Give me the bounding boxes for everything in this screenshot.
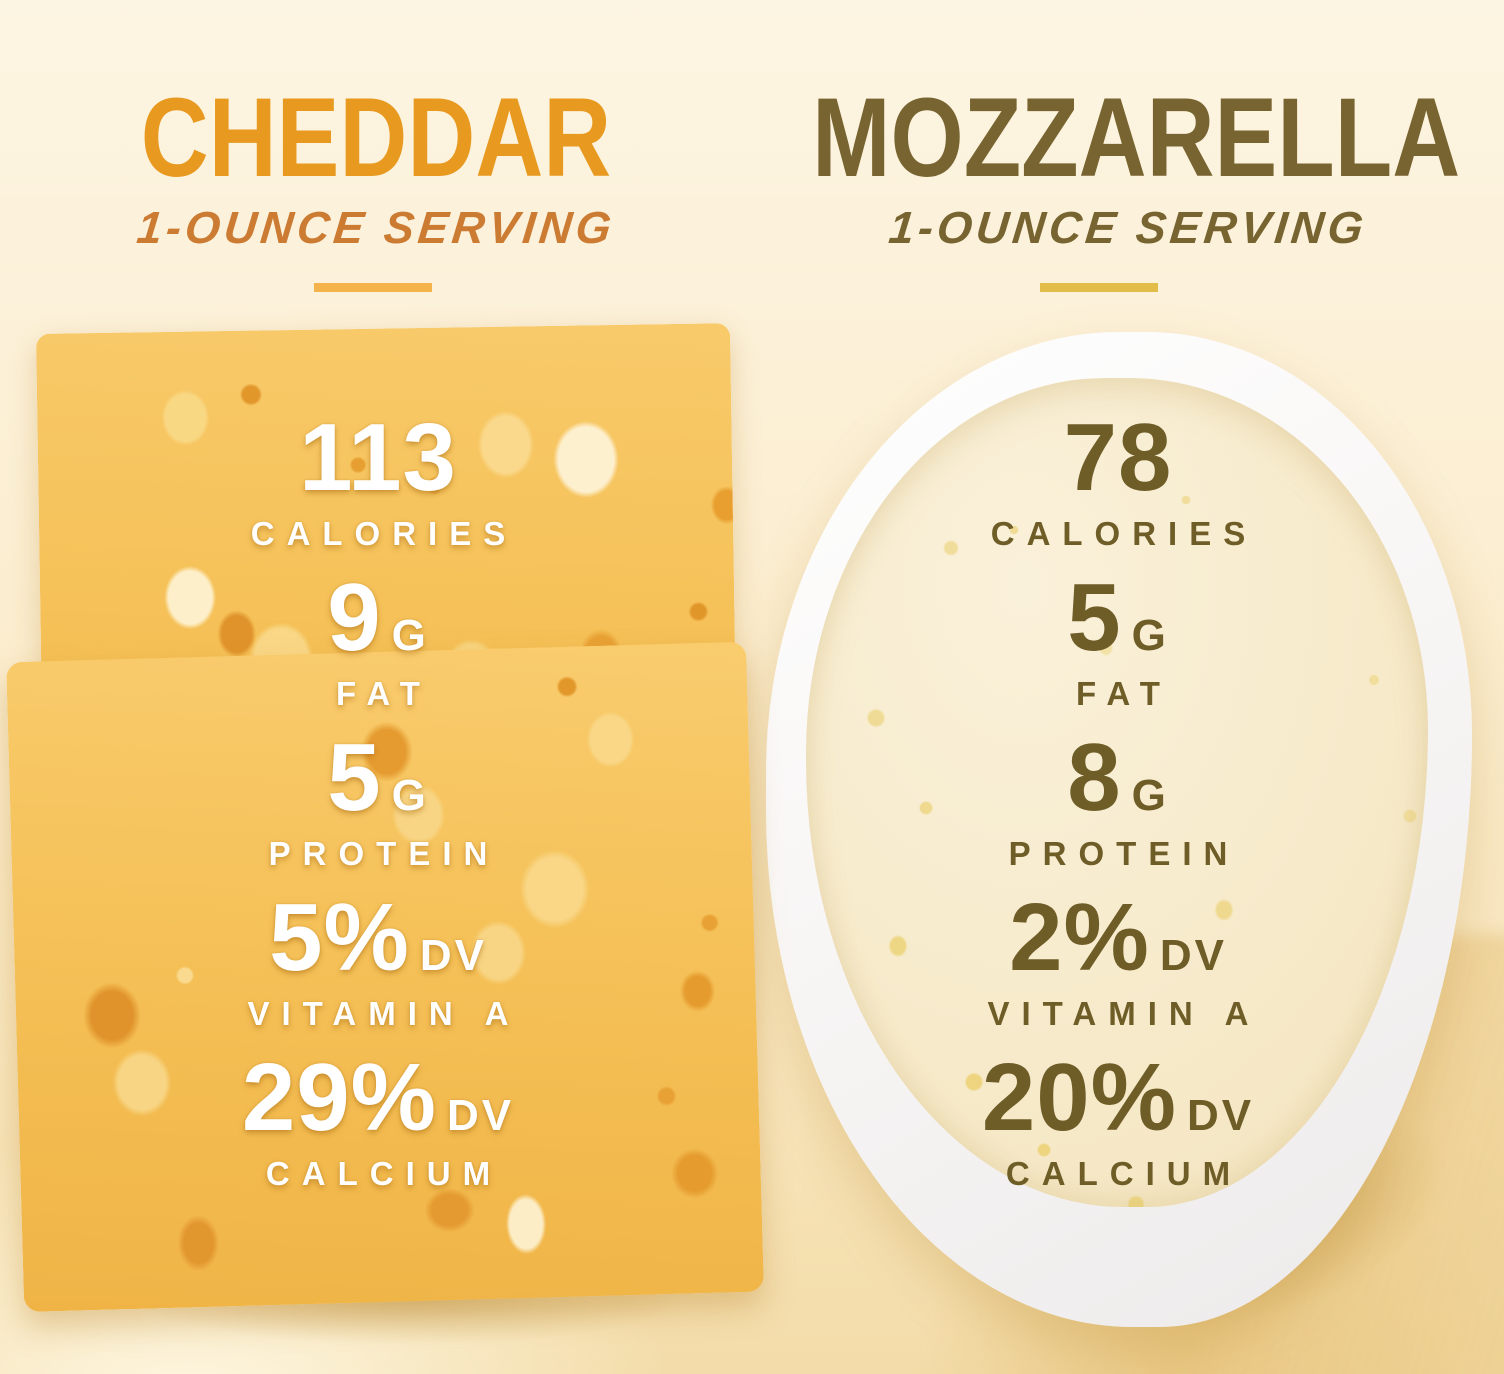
mozzarella-underline-bar <box>1040 283 1158 292</box>
stat-value: 9 <box>327 564 382 671</box>
stat-unit: DV <box>419 931 487 980</box>
mozzarella-title: MOZZARELLA <box>812 75 1461 200</box>
stat-label: VITAMIN A <box>987 995 1261 1032</box>
stat-label: CALCIUM <box>265 1155 503 1192</box>
mozzarella-stats-list: 78 CALORIES 5 G FAT 8 G PROTEIN 2% DV VI <box>888 408 1348 1208</box>
stat-value-row: 2% DV <box>888 888 1348 988</box>
stat-value: 8 <box>1067 724 1122 831</box>
mozzarella-stat-vitamin-a: 2% DV VITAMIN A <box>888 888 1348 1048</box>
stat-value-row: 5 G <box>148 728 608 828</box>
stat-value-row: 5% DV <box>148 888 608 988</box>
cheddar-stat-protein: 5 G PROTEIN <box>148 728 608 888</box>
stat-value: 29% <box>241 1044 437 1151</box>
stat-unit: G <box>1131 771 1169 820</box>
stat-label: FAT <box>336 675 432 712</box>
stat-value: 5% <box>269 884 410 991</box>
mozzarella-ball-interior <box>806 378 1428 1207</box>
stat-value-row: 8 G <box>888 728 1348 828</box>
stat-label: VITAMIN A <box>247 995 521 1032</box>
cheddar-stat-fat: 9 G FAT <box>148 568 608 728</box>
stat-value-row: 78 <box>888 408 1348 508</box>
stat-value-row: 5 G <box>888 568 1348 668</box>
mozzarella-stat-protein: 8 G PROTEIN <box>888 728 1348 888</box>
cheddar-stats-list: 113 CALORIES 9 G FAT 5 G PROTEIN 5% DV V <box>148 408 608 1208</box>
stat-unit: DV <box>1187 1091 1255 1140</box>
stat-value-row: 9 G <box>148 568 608 668</box>
cheddar-underline-bar <box>314 283 432 292</box>
stat-unit: DV <box>447 1091 515 1140</box>
stat-label: CALCIUM <box>1005 1155 1243 1192</box>
mozzarella-ball-illustration <box>766 332 1472 1327</box>
stat-label: CALORIES <box>990 515 1258 552</box>
stat-label: CALORIES <box>250 515 518 552</box>
stat-label: FAT <box>1076 675 1172 712</box>
stat-value-row: 113 <box>148 408 608 508</box>
cheddar-stat-vitamin-a: 5% DV VITAMIN A <box>148 888 608 1048</box>
stat-label: PROTEIN <box>1008 835 1240 872</box>
stat-value-row: 20% DV <box>888 1048 1348 1148</box>
mozzarella-stat-calories: 78 CALORIES <box>888 408 1348 568</box>
stat-unit: DV <box>1159 931 1227 980</box>
stat-value: 20% <box>981 1044 1177 1151</box>
cheddar-serving-subtitle: 1-OUNCE SERVING <box>134 202 618 253</box>
stat-value: 5 <box>1067 564 1122 671</box>
stat-label: PROTEIN <box>268 835 500 872</box>
stat-unit: G <box>391 771 429 820</box>
mozzarella-stat-calcium: 20% DV CALCIUM <box>888 1048 1348 1208</box>
stat-unit: G <box>1131 611 1169 660</box>
stat-value: 113 <box>299 404 457 511</box>
stat-value-row: 29% DV <box>148 1048 608 1148</box>
stat-value: 2% <box>1009 884 1150 991</box>
stat-value: 78 <box>1063 404 1173 511</box>
stat-value: 5 <box>327 724 382 831</box>
mozzarella-serving-subtitle: 1-OUNCE SERVING <box>886 202 1370 253</box>
cheddar-title: CHEDDAR <box>140 75 612 200</box>
mozzarella-stat-fat: 5 G FAT <box>888 568 1348 728</box>
cheddar-stat-calories: 113 CALORIES <box>148 408 608 568</box>
stat-unit: G <box>391 611 429 660</box>
cheddar-stat-calcium: 29% DV CALCIUM <box>148 1048 608 1208</box>
